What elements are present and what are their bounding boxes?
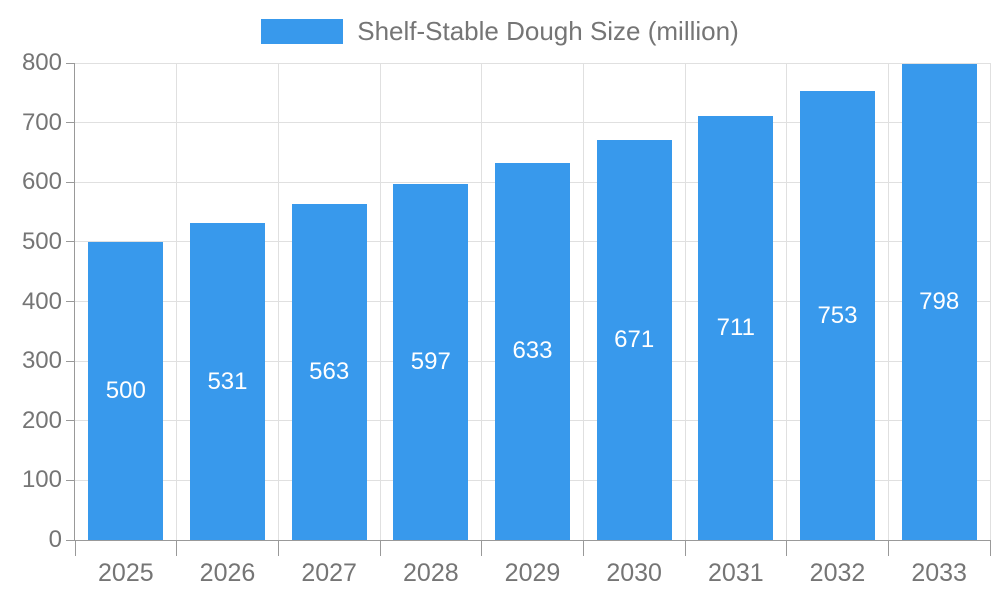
y-axis-tick: [66, 122, 75, 124]
y-axis-tick: [66, 62, 75, 64]
x-axis-tick: [684, 540, 686, 556]
bar[interactable]: [596, 139, 672, 540]
x-axis-label: 2029: [504, 559, 561, 587]
x-axis-label: 2027: [301, 559, 357, 587]
y-axis-tick: [66, 360, 75, 362]
x-axis-tick: [379, 540, 381, 556]
x-axis-tick: [481, 540, 483, 556]
bar-value-label: 711: [716, 314, 755, 342]
bar-value-label: 671: [614, 325, 655, 353]
x-axis-tick: [887, 540, 889, 556]
gridline-h: [75, 122, 990, 124]
y-axis-label: 300: [21, 347, 62, 375]
legend-swatch[interactable]: [261, 18, 344, 44]
y-axis-tick: [66, 241, 75, 243]
y-axis-tick: [66, 539, 75, 541]
x-axis-line: [74, 539, 990, 541]
bar-value-label: 563: [309, 358, 350, 386]
gridline-v: [684, 63, 686, 540]
bar-value-label: 753: [817, 301, 858, 329]
gridline-h: [75, 62, 990, 64]
y-axis-tick: [66, 420, 75, 422]
legend[interactable]: Shelf-Stable Dough Size (million): [0, 16, 1000, 46]
y-axis-line: [74, 63, 75, 540]
bar[interactable]: [494, 162, 571, 540]
y-axis-label: 600: [21, 168, 62, 196]
y-axis-label: 500: [21, 227, 62, 255]
y-axis-tick: [66, 301, 75, 302]
bar-value-label: 531: [207, 367, 248, 395]
gridline-v: [176, 63, 178, 540]
y-axis-tick: [66, 479, 75, 481]
gridline-v: [989, 63, 991, 540]
gridline-v: [277, 63, 279, 540]
bar[interactable]: [291, 204, 367, 540]
bar-value-label: 798: [919, 288, 960, 316]
x-axis-tick: [582, 540, 584, 556]
bar-value-label: 633: [512, 337, 553, 365]
bar[interactable]: [88, 241, 164, 540]
bar[interactable]: [393, 184, 469, 540]
legend-label: Shelf-Stable Dough Size (million): [357, 16, 739, 46]
bar[interactable]: [189, 223, 266, 540]
y-axis-tick: [66, 181, 75, 183]
x-axis-tick: [277, 540, 279, 556]
gridline-v: [582, 63, 584, 540]
x-axis-tick: [176, 540, 178, 556]
bar-value-label: 500: [105, 376, 146, 404]
bar-value-label: 597: [410, 348, 451, 376]
x-axis-label: 2028: [403, 559, 459, 587]
x-axis-label: 2033: [911, 559, 967, 587]
gridline-v: [379, 63, 381, 540]
x-axis-tick: [786, 540, 788, 556]
y-axis-label: 200: [21, 406, 62, 434]
y-axis-label: 800: [21, 49, 62, 76]
bar[interactable]: [799, 91, 876, 540]
x-axis-label: 2032: [809, 559, 866, 587]
x-axis-label: 2026: [199, 559, 256, 587]
x-axis-tick: [74, 540, 76, 556]
gridline-v: [481, 63, 483, 540]
bar[interactable]: [901, 64, 977, 540]
y-axis-label: 700: [21, 108, 62, 136]
bar[interactable]: [698, 116, 774, 540]
y-axis-label: 400: [21, 287, 62, 315]
gridline-v: [887, 63, 889, 540]
y-axis-label: 100: [21, 466, 62, 494]
x-axis-label: 2030: [606, 559, 662, 587]
y-axis-label: 0: [48, 526, 62, 553]
x-axis-tick: [989, 540, 991, 556]
x-axis-label: 2025: [98, 559, 154, 587]
x-axis-label: 2031: [708, 559, 764, 587]
gridline-v: [786, 63, 788, 540]
